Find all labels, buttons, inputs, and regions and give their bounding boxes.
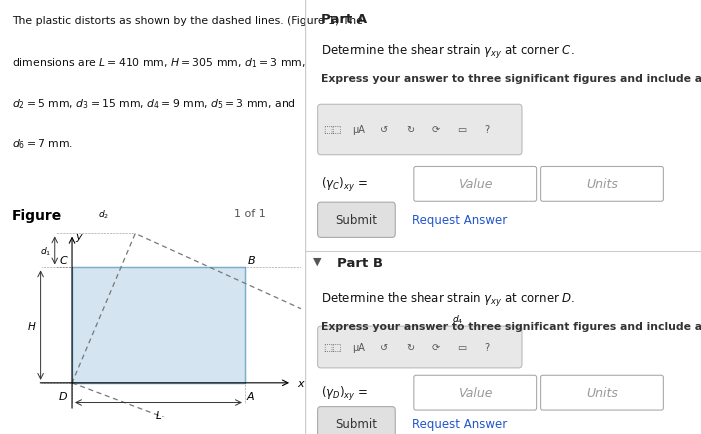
Text: $d_4$: $d_4$ bbox=[452, 312, 463, 325]
Text: $A$: $A$ bbox=[247, 389, 256, 401]
FancyBboxPatch shape bbox=[414, 375, 537, 410]
Text: ?: ? bbox=[484, 125, 490, 135]
Text: ⬚⬚: ⬚⬚ bbox=[323, 342, 342, 352]
Text: $d_1$: $d_1$ bbox=[41, 245, 52, 257]
Text: Units: Units bbox=[586, 178, 618, 191]
Text: Determine the shear strain $\gamma_{xy}$ at corner $D$.: Determine the shear strain $\gamma_{xy}$… bbox=[321, 291, 576, 309]
Text: ?: ? bbox=[484, 342, 490, 352]
Text: ▭: ▭ bbox=[457, 125, 466, 135]
Text: ⬚⬚: ⬚⬚ bbox=[323, 125, 342, 135]
Text: Determine the shear strain $\gamma_{xy}$ at corner $C$.: Determine the shear strain $\gamma_{xy}$… bbox=[321, 43, 574, 61]
Text: Submit: Submit bbox=[335, 418, 377, 431]
Text: $y$: $y$ bbox=[75, 231, 84, 243]
Text: ▼: ▼ bbox=[313, 256, 321, 266]
Polygon shape bbox=[72, 268, 245, 383]
Text: Units: Units bbox=[586, 386, 618, 399]
Text: Part B: Part B bbox=[336, 256, 383, 269]
Text: $(\gamma_C)_{xy}$ =: $(\gamma_C)_{xy}$ = bbox=[321, 175, 367, 194]
FancyBboxPatch shape bbox=[318, 326, 522, 368]
Text: $d_2 = 5$ mm, $d_3 = 15$ mm, $d_4 = 9$ mm, $d_5 = 3$ mm, and: $d_2 = 5$ mm, $d_3 = 15$ mm, $d_4 = 9$ m… bbox=[12, 97, 296, 111]
Text: $D$: $D$ bbox=[58, 389, 68, 401]
Text: Submit: Submit bbox=[335, 214, 377, 227]
Text: ↻: ↻ bbox=[406, 342, 414, 352]
Text: Express your answer to three significant figures and include appropriate units.: Express your answer to three significant… bbox=[321, 321, 701, 331]
Text: Value: Value bbox=[458, 178, 493, 191]
Text: $L$: $L$ bbox=[155, 408, 162, 420]
Text: $d_2$: $d_2$ bbox=[98, 208, 109, 221]
Text: Request Answer: Request Answer bbox=[412, 418, 507, 431]
Text: μA: μA bbox=[352, 125, 365, 135]
Text: $d_3$: $d_3$ bbox=[334, 335, 346, 348]
Text: Value: Value bbox=[458, 386, 493, 399]
Text: 1 of 1: 1 of 1 bbox=[234, 209, 266, 219]
FancyBboxPatch shape bbox=[540, 167, 663, 202]
Text: ⟳: ⟳ bbox=[432, 125, 440, 135]
FancyBboxPatch shape bbox=[318, 105, 522, 155]
Text: ⟳: ⟳ bbox=[432, 342, 440, 352]
Text: $d_6 = 7$ mm.: $d_6 = 7$ mm. bbox=[12, 137, 74, 151]
Text: $B$: $B$ bbox=[247, 253, 257, 266]
Text: $C$: $C$ bbox=[58, 253, 68, 266]
Text: ↻: ↻ bbox=[406, 125, 414, 135]
FancyBboxPatch shape bbox=[318, 407, 395, 434]
Text: Figure: Figure bbox=[12, 209, 62, 223]
FancyBboxPatch shape bbox=[414, 167, 537, 202]
FancyBboxPatch shape bbox=[540, 375, 663, 410]
Text: μA: μA bbox=[352, 342, 365, 352]
Text: ▭: ▭ bbox=[457, 342, 466, 352]
Text: $H$: $H$ bbox=[27, 319, 37, 331]
Text: Express your answer to three significant figures and include appropriate units.: Express your answer to three significant… bbox=[321, 74, 701, 84]
Text: Request Answer: Request Answer bbox=[412, 214, 507, 227]
Text: $(\gamma_D)_{xy}$ =: $(\gamma_D)_{xy}$ = bbox=[321, 384, 368, 402]
Text: dimensions are $L = 410$ mm, $H = 305$ mm, $d_1 = 3$ mm,: dimensions are $L = 410$ mm, $H = 305$ m… bbox=[12, 56, 306, 70]
Text: $x$: $x$ bbox=[297, 378, 306, 388]
Text: ↺: ↺ bbox=[380, 342, 388, 352]
Text: ↺: ↺ bbox=[380, 125, 388, 135]
FancyBboxPatch shape bbox=[318, 203, 395, 238]
Text: Part A: Part A bbox=[321, 13, 367, 26]
Text: The plastic distorts as shown by the dashed lines. (Figure 1) The: The plastic distorts as shown by the das… bbox=[12, 16, 363, 26]
